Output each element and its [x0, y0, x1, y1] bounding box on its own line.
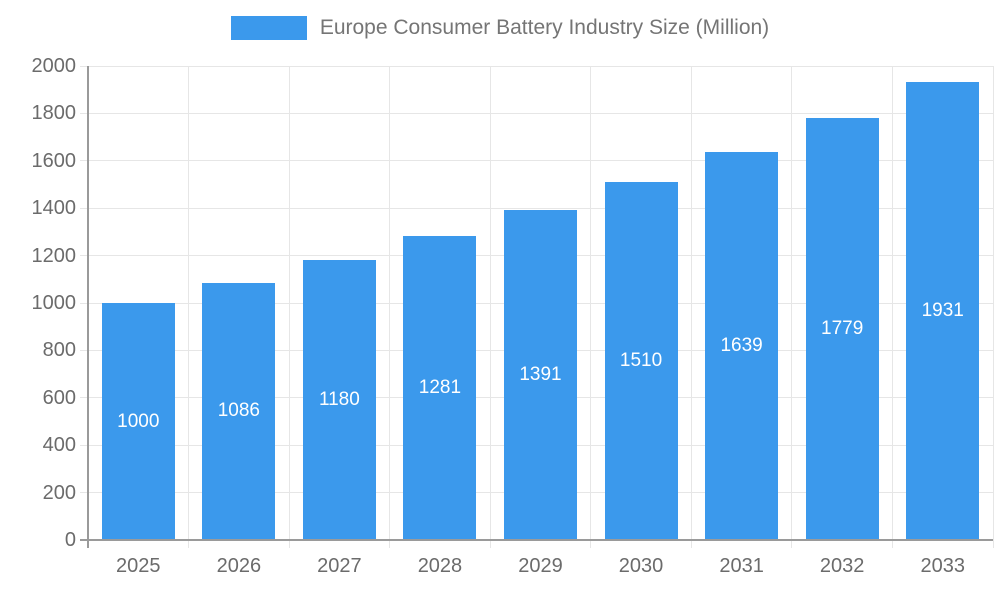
- y-gridline: [80, 65, 993, 67]
- legend[interactable]: Europe Consumer Battery Industry Size (M…: [0, 16, 1000, 40]
- y-gridline: [80, 207, 993, 209]
- bar-2027[interactable]: [302, 260, 376, 540]
- y-axis-tick-label: 1800: [31, 102, 77, 125]
- y-axis-tick-label: 0: [64, 529, 76, 551]
- bar-value-label: 1000: [117, 410, 160, 432]
- bar-value-label: 1931: [921, 300, 964, 322]
- bar-2031[interactable]: [705, 151, 779, 540]
- x-gridline: [489, 66, 491, 548]
- bar-2026[interactable]: [202, 282, 276, 540]
- x-axis-tick-label: 2029: [518, 555, 563, 577]
- x-gridline: [690, 66, 692, 548]
- legend-swatch: [230, 16, 307, 40]
- bar-value-label: 1510: [619, 350, 663, 372]
- bar-value-label: 1086: [217, 400, 260, 422]
- legend-label: Europe Consumer Battery Industry Size (M…: [319, 16, 770, 39]
- y-axis-tick-label: 800: [42, 339, 76, 362]
- y-gridline: [80, 112, 993, 114]
- x-gridline: [188, 66, 190, 548]
- x-gridline: [590, 66, 592, 548]
- y-axis-tick-label: 1000: [31, 292, 77, 314]
- y-axis-tick-label: 1600: [31, 149, 77, 172]
- x-axis-tick-label: 2030: [618, 555, 664, 577]
- y-axis-line: [87, 66, 89, 548]
- y-axis-tick-label: 400: [42, 434, 76, 457]
- x-gridline: [791, 66, 793, 548]
- y-axis-tick-label: 600: [42, 386, 76, 409]
- bar-2028[interactable]: [403, 236, 477, 540]
- x-gridline: [389, 66, 391, 548]
- y-axis-tick-label: 200: [42, 481, 76, 504]
- bar-2029[interactable]: [504, 210, 577, 540]
- bar-value-label: 1180: [318, 389, 360, 411]
- bar-value-label: 1779: [821, 318, 864, 340]
- bar-2033[interactable]: [906, 82, 980, 540]
- x-axis-tick-label: 2025: [116, 555, 161, 577]
- bar-value-label: 1639: [720, 334, 763, 356]
- x-axis-tick-label: 2033: [920, 555, 965, 577]
- y-axis-tick-label: 1200: [31, 244, 77, 267]
- x-axis-tick-label: 2027: [317, 555, 362, 577]
- bar-value-label: 1391: [519, 364, 562, 386]
- y-gridline: [80, 160, 993, 162]
- y-axis-tick-label: 1400: [31, 197, 77, 220]
- x-axis-tick-label: 2028: [417, 555, 463, 577]
- bar-2030[interactable]: [604, 182, 678, 540]
- bar-value-label: 1281: [418, 377, 462, 399]
- bar-2025[interactable]: [101, 303, 175, 540]
- x-axis-line: [80, 539, 993, 541]
- x-gridline: [992, 66, 994, 548]
- x-gridline: [288, 66, 290, 548]
- x-gridline: [891, 66, 893, 548]
- y-axis-tick-label: 2000: [31, 55, 77, 77]
- plot-area: 0 200 400 600 800 1000 1200 1400 1600 1800 2000 100…: [32, 56, 994, 576]
- x-axis-tick-label: 2032: [819, 555, 865, 577]
- x-axis-tick-label: 2026: [216, 555, 262, 577]
- x-axis-tick-label: 2031: [719, 555, 764, 577]
- bar-2032[interactable]: [805, 118, 879, 540]
